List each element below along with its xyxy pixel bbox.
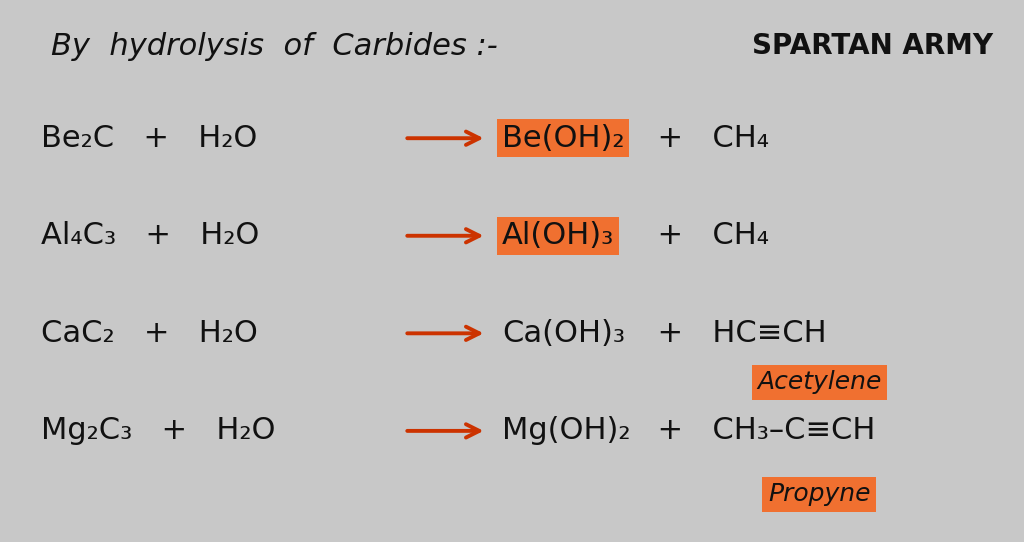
Text: Mg₂C₃   +   H₂O: Mg₂C₃ + H₂O [41, 416, 275, 446]
Text: CaC₂   +   H₂O: CaC₂ + H₂O [41, 319, 258, 348]
Text: Be(OH)₂: Be(OH)₂ [502, 124, 625, 153]
Text: Acetylene: Acetylene [757, 370, 882, 394]
Text: Al(OH)₃: Al(OH)₃ [502, 221, 614, 250]
Text: +   CH₃–C≡CH: + CH₃–C≡CH [638, 416, 876, 446]
Text: Mg(OH)₂: Mg(OH)₂ [502, 416, 630, 446]
Text: Propyne: Propyne [768, 482, 870, 506]
Text: Al₄C₃   +   H₂O: Al₄C₃ + H₂O [41, 221, 259, 250]
Text: +   CH₄: + CH₄ [638, 124, 769, 153]
Text: SPARTAN ARMY: SPARTAN ARMY [753, 32, 993, 60]
Text: +   CH₄: + CH₄ [638, 221, 769, 250]
Text: By  hydrolysis  of  Carbides :-: By hydrolysis of Carbides :- [51, 31, 498, 61]
Text: Ca(OH)₃: Ca(OH)₃ [502, 319, 625, 348]
Text: Be₂C   +   H₂O: Be₂C + H₂O [41, 124, 257, 153]
Text: +   HC≡CH: + HC≡CH [638, 319, 826, 348]
